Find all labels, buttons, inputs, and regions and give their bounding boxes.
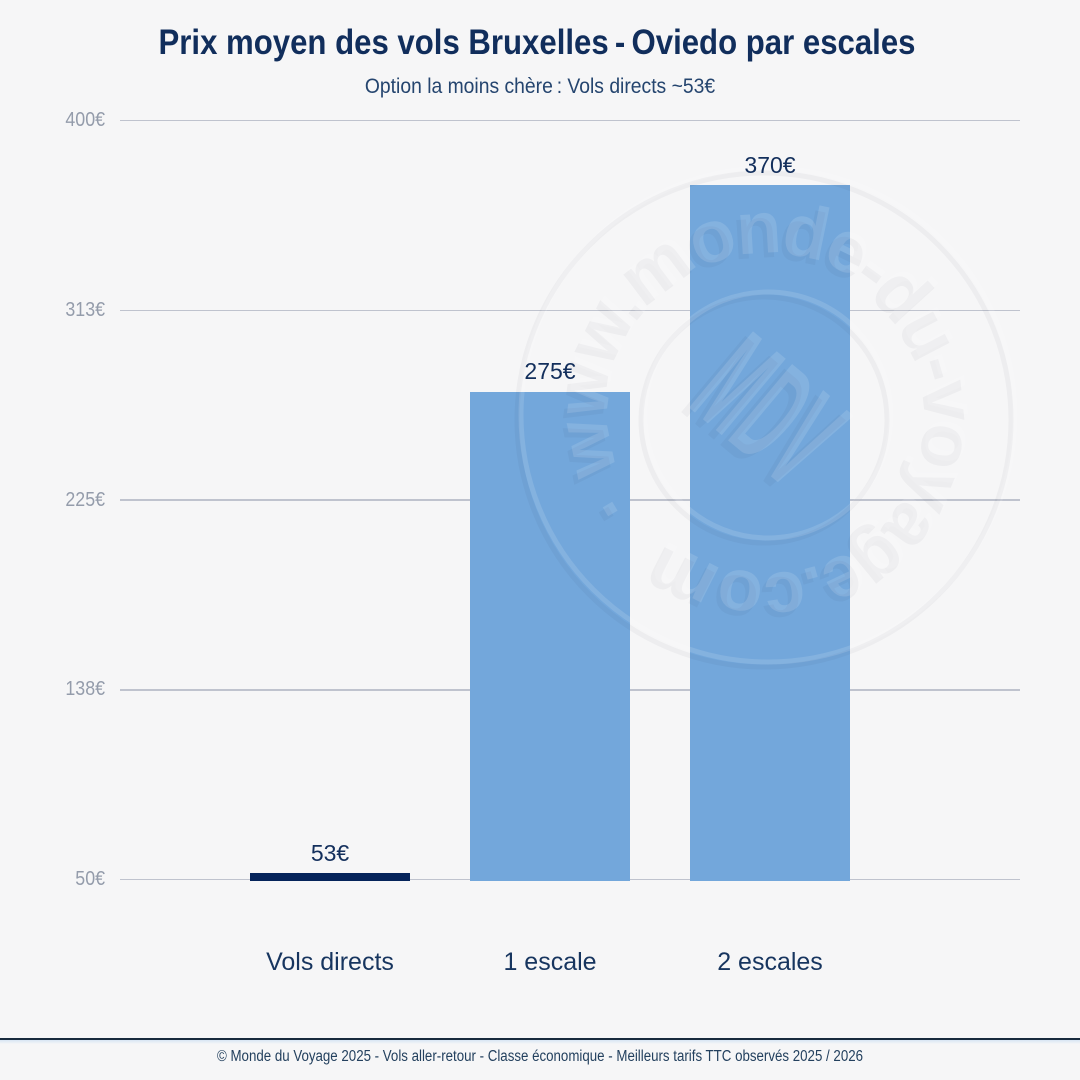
svg-text:MDV: MDV bbox=[666, 304, 875, 516]
